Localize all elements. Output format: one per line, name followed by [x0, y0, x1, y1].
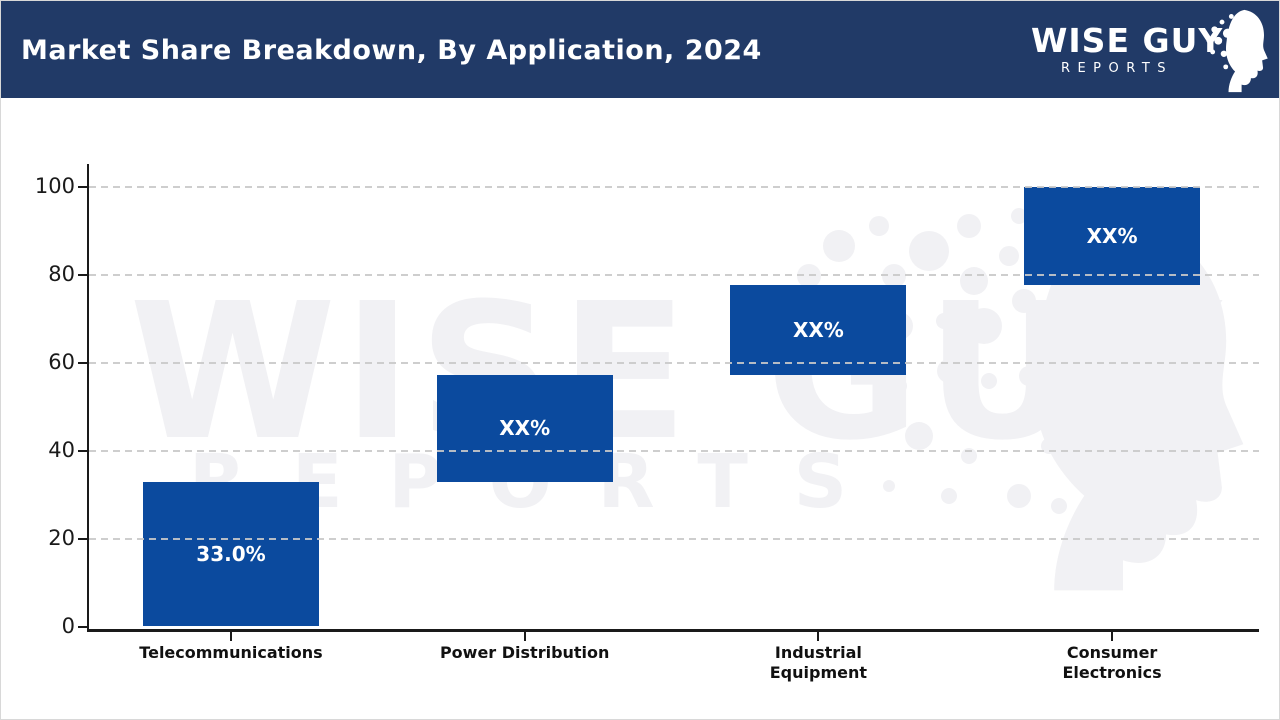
y-tick-mark — [78, 625, 87, 628]
chart-area: 0 20 40 60 80 100 33.0% Telecommunications XX% Po… — [1, 98, 1279, 719]
x-category-label: Power Distribution — [439, 643, 610, 662]
bar-consumer-electronics: XX% — [1024, 187, 1201, 285]
x-tick-mark — [523, 632, 526, 641]
y-tick-label: 20 — [48, 525, 75, 550]
x-tick-mark — [230, 632, 232, 641]
y-tick-mark — [78, 537, 87, 540]
x-tick-mark — [817, 632, 820, 641]
bar-power-distribution: XX% — [436, 374, 613, 482]
y-tick-mark — [78, 186, 87, 189]
logo-face-icon — [1206, 9, 1268, 93]
logo-text: WISE GUY REPORTS — [1031, 21, 1224, 77]
gridline — [89, 186, 1259, 189]
watermark-face-icon — [797, 208, 1244, 591]
y-tick-label: 0 — [61, 613, 75, 638]
bar-telecommunications: 33.0% — [143, 481, 319, 627]
gridline — [89, 274, 1259, 277]
y-tick-label: 40 — [48, 437, 75, 462]
y-axis-line — [87, 164, 89, 629]
y-tick-label: 80 — [48, 262, 75, 287]
bar-value-label: 33.0% — [196, 542, 266, 567]
y-tick-label: 100 — [34, 174, 75, 199]
y-tick-mark — [78, 449, 87, 452]
logo: WISE GUY REPORTS — [1019, 7, 1269, 93]
y-tick-label: 60 — [48, 349, 75, 374]
page-title: Market Share Breakdown, By Application, … — [21, 35, 762, 66]
logo-reports-text: REPORTS — [1060, 61, 1174, 76]
bar-value-label: XX% — [792, 317, 844, 342]
x-category-label: Telecommunications — [139, 643, 323, 662]
logo-wiseguy-text: WISE GUY — [1031, 21, 1224, 60]
bar-industrial-equipment: XX% — [730, 284, 907, 375]
bar-value-label: XX% — [499, 416, 551, 441]
header-bar: Market Share Breakdown, By Application, … — [1, 1, 1279, 98]
gridline — [89, 361, 1259, 364]
y-tick-mark — [78, 361, 87, 364]
gridline — [89, 449, 1259, 452]
bar-value-label: XX% — [1086, 224, 1138, 249]
x-axis-line — [87, 629, 1259, 632]
gridline — [89, 537, 1259, 540]
x-category-label: Industrial Equipment — [769, 643, 868, 682]
x-category-label: Consumer Electronics — [1062, 643, 1162, 682]
y-tick-mark — [78, 274, 87, 277]
x-tick-mark — [1111, 632, 1114, 641]
